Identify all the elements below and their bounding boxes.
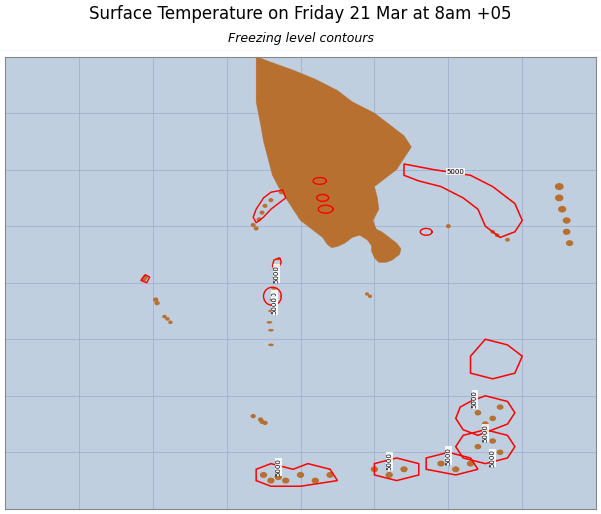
Circle shape (438, 462, 444, 466)
Circle shape (254, 227, 258, 230)
Text: 5000: 5000 (490, 449, 496, 467)
Polygon shape (276, 258, 281, 260)
Circle shape (401, 467, 407, 471)
Text: 5000: 5000 (483, 424, 488, 442)
Circle shape (313, 479, 319, 483)
Circle shape (263, 421, 267, 425)
Circle shape (155, 302, 159, 304)
Polygon shape (267, 321, 272, 323)
Circle shape (275, 475, 281, 480)
Circle shape (166, 318, 169, 320)
Circle shape (261, 473, 266, 477)
Circle shape (268, 479, 274, 483)
Circle shape (453, 467, 459, 471)
Text: 5000: 5000 (472, 390, 478, 408)
Polygon shape (270, 299, 275, 301)
Circle shape (498, 450, 503, 454)
Polygon shape (268, 344, 273, 346)
Polygon shape (268, 329, 273, 332)
Circle shape (260, 211, 264, 214)
Circle shape (555, 183, 563, 189)
Polygon shape (274, 265, 279, 267)
Circle shape (260, 420, 264, 423)
Circle shape (468, 462, 474, 466)
Circle shape (475, 411, 481, 415)
Circle shape (498, 405, 503, 409)
Text: 5000: 5000 (275, 458, 281, 476)
Circle shape (169, 321, 172, 323)
Polygon shape (273, 276, 278, 278)
Text: Surface Temperature on Friday 21 Mar at 8am +05: Surface Temperature on Friday 21 Mar at … (90, 5, 511, 24)
Text: 5000: 5000 (386, 452, 392, 470)
Circle shape (251, 224, 255, 226)
Circle shape (567, 241, 573, 245)
Text: 5000: 5000 (272, 291, 278, 308)
Text: 5000: 5000 (447, 169, 465, 175)
Circle shape (365, 293, 368, 295)
Circle shape (163, 316, 166, 318)
Polygon shape (256, 57, 412, 248)
Polygon shape (371, 228, 401, 262)
Text: 5000: 5000 (445, 447, 451, 465)
Circle shape (263, 205, 267, 207)
Circle shape (559, 207, 566, 212)
Circle shape (279, 191, 283, 194)
Circle shape (251, 415, 255, 417)
Text: Freezing level contours: Freezing level contours (228, 32, 373, 45)
Circle shape (563, 218, 570, 223)
Polygon shape (268, 310, 273, 312)
Circle shape (490, 416, 495, 420)
Circle shape (447, 225, 450, 228)
Circle shape (154, 298, 157, 301)
Circle shape (142, 278, 145, 281)
Circle shape (371, 467, 377, 471)
Circle shape (257, 218, 261, 221)
Text: 5000: 5000 (272, 297, 278, 314)
Circle shape (506, 238, 509, 241)
Circle shape (386, 473, 392, 477)
Circle shape (490, 439, 495, 443)
Circle shape (483, 422, 488, 426)
Circle shape (327, 473, 333, 477)
Circle shape (564, 229, 570, 234)
Circle shape (258, 418, 263, 421)
Circle shape (495, 234, 499, 236)
Circle shape (491, 231, 495, 233)
Circle shape (368, 295, 371, 297)
Circle shape (282, 479, 288, 483)
Circle shape (144, 276, 147, 279)
Circle shape (269, 199, 273, 201)
Circle shape (475, 445, 481, 449)
Circle shape (556, 195, 563, 200)
Text: 5000: 5000 (274, 265, 280, 283)
Circle shape (297, 473, 304, 477)
Polygon shape (271, 287, 276, 289)
